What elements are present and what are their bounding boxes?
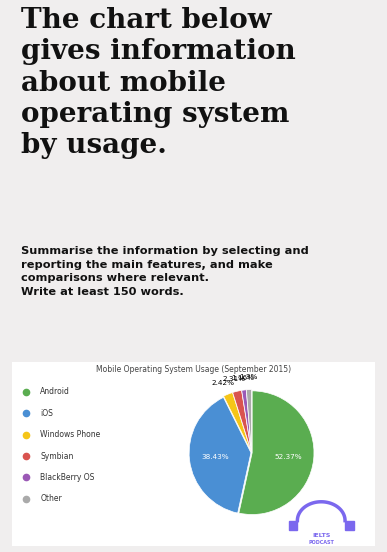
Wedge shape [233,390,251,452]
Wedge shape [224,392,251,452]
Text: iOS: iOS [40,409,53,418]
Text: PODCAST: PODCAST [308,540,334,545]
Wedge shape [189,397,251,513]
Bar [289,521,297,529]
Bar [345,521,354,529]
Text: BlackBerry OS: BlackBerry OS [40,473,95,482]
Wedge shape [239,391,314,514]
Text: Symbian: Symbian [40,452,74,460]
Text: 2.31%: 2.31% [223,376,246,382]
Text: The chart below
gives information
about mobile
operating system
by usage.: The chart below gives information about … [21,7,296,159]
Text: Android: Android [40,388,70,396]
Text: Mobile Operating System Usage (September 2015): Mobile Operating System Usage (September… [96,365,291,374]
Text: 1.3%: 1.3% [239,374,258,380]
Text: 38.43%: 38.43% [201,454,229,460]
Text: Other: Other [40,495,62,503]
Text: Windows Phone: Windows Phone [40,430,101,439]
Text: Summarise the information by selecting and
reporting the main features, and make: Summarise the information by selecting a… [21,246,309,297]
Text: 1.16%: 1.16% [231,375,254,381]
Text: 52.37%: 52.37% [275,454,302,460]
Wedge shape [247,390,252,452]
Text: 2.42%: 2.42% [212,380,235,386]
Text: IELTS: IELTS [312,533,330,538]
Wedge shape [242,390,252,452]
FancyBboxPatch shape [4,358,383,550]
